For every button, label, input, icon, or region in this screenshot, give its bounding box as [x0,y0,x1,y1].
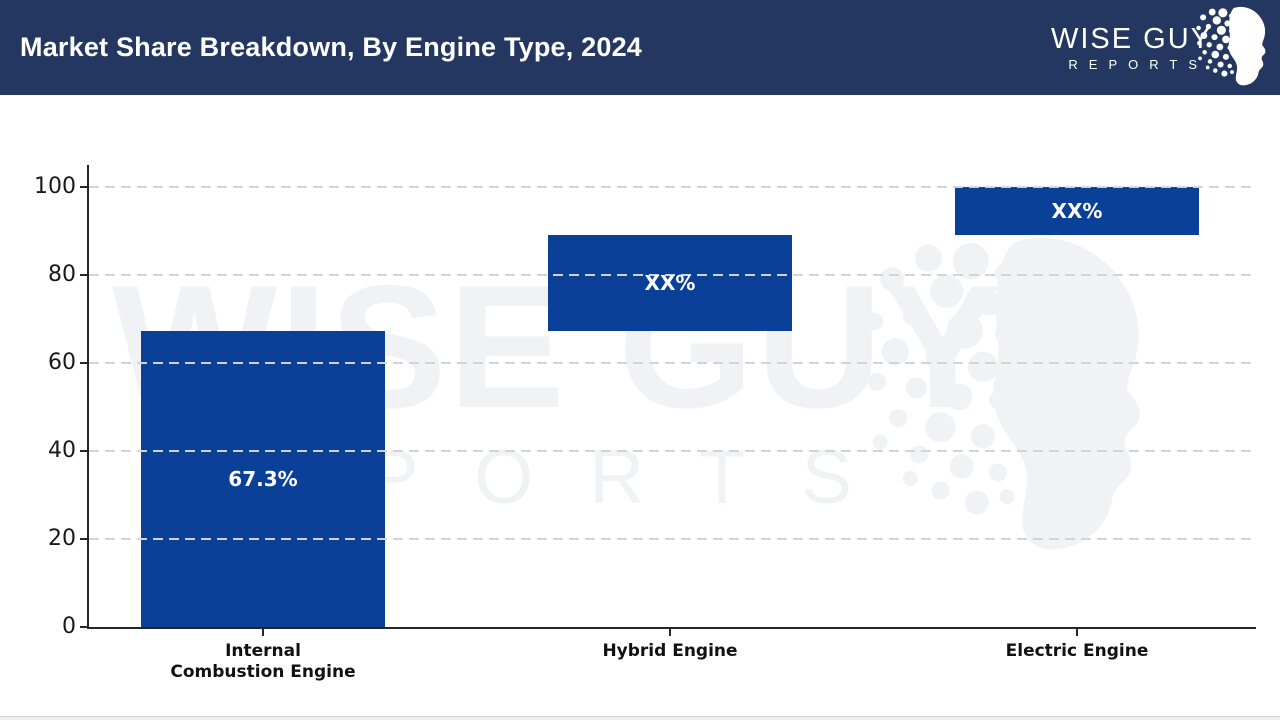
bar-segment [955,187,1199,236]
page-title: Market Share Breakdown, By Engine Type, … [20,32,643,62]
wise-guy-head-icon [1196,6,1266,86]
y-axis-tick-mark [80,274,87,276]
y-axis-tick-mark [80,450,87,452]
y-axis-tick-label: 80 [48,262,76,287]
x-axis-tick-mark [669,629,671,636]
x-axis-tick-mark [1076,629,1078,636]
y-gridline [89,186,1256,188]
x-axis-line [87,627,1256,629]
y-axis-tick-label: 100 [34,174,76,199]
x-axis-tick-mark [262,629,264,636]
y-gridline [89,274,1256,276]
bar-value-label: XX% [644,271,696,296]
watermark-head-icon [865,237,1140,550]
x-axis-category-label: Hybrid Engine [602,641,738,661]
x-axis-category-label: Internal Combustion Engine [170,641,356,682]
y-axis-tick-label: 40 [48,438,76,463]
y-gridline [89,450,1256,452]
y-axis-tick-label: 60 [48,350,76,375]
y-gridline [89,538,1256,540]
bar-segment [141,330,385,627]
y-gridline [89,362,1256,364]
y-axis-tick-label: 0 [62,614,76,639]
brand-logo-subtitle: REPORTS [1068,57,1208,72]
brand-logo-wordmark: WISE GUY [1050,23,1212,55]
header: Market Share Breakdown, By Engine Type, … [0,0,1280,95]
bar-value-label: 67.3% [228,466,298,491]
y-axis-tick-mark [80,538,87,540]
bar-value-label: XX% [1051,199,1103,224]
bottom-band [0,717,1280,720]
x-axis-category-label: Electric Engine [1005,641,1149,661]
y-axis-tick-mark [80,186,87,188]
y-axis-line [87,165,89,629]
bottom-divider [0,716,1280,717]
y-axis-tick-label: 20 [48,526,76,551]
y-axis-tick-mark [80,626,87,628]
bar-segment [548,235,792,331]
y-axis-tick-mark [80,362,87,364]
brand-logo: WISE GUY REPORTS [960,0,1280,95]
